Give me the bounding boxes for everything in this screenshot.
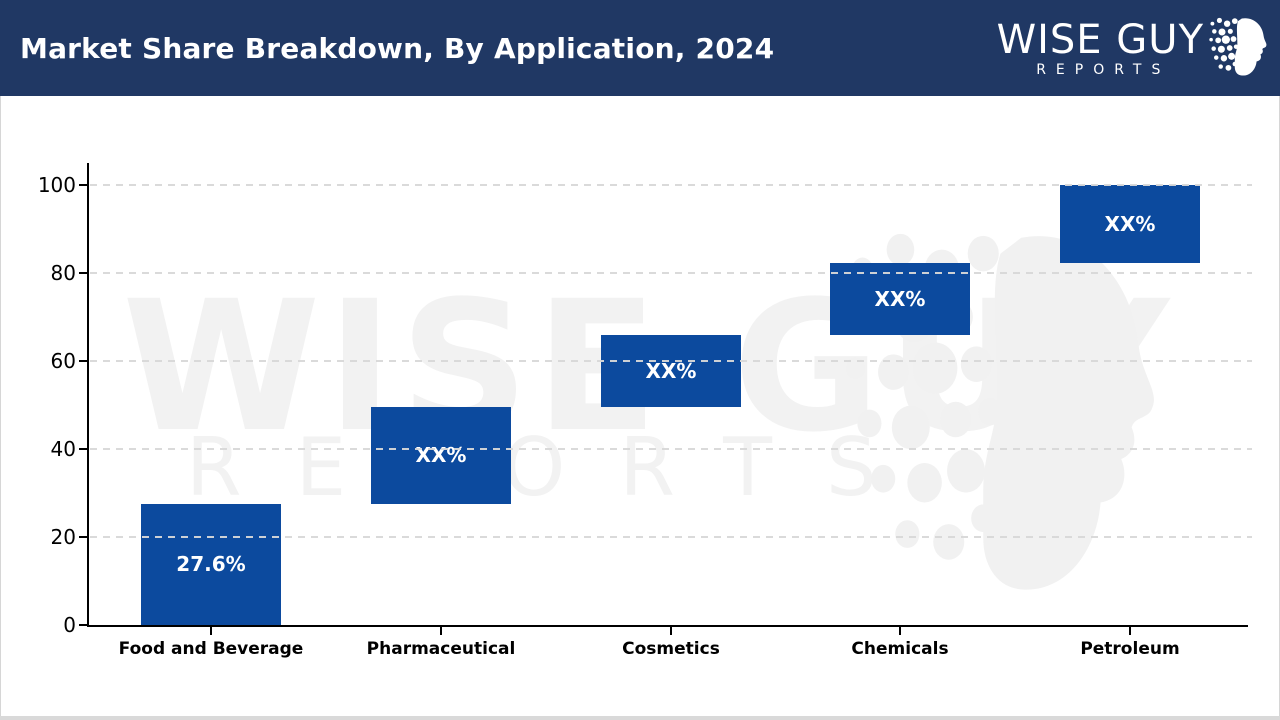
chart-title: Market Share Breakdown, By Application, … bbox=[20, 31, 775, 65]
y-tick-label-60: 60 bbox=[50, 349, 76, 373]
bar-value-label: XX% bbox=[415, 443, 467, 468]
x-axis-label-food-and-beverage: Food and Beverage bbox=[118, 639, 304, 659]
header: Market Share Breakdown, By Application, … bbox=[0, 0, 1280, 96]
y-tick-label-40: 40 bbox=[50, 437, 76, 461]
gridline-100 bbox=[90, 184, 1252, 186]
x-axis-line bbox=[87, 625, 1248, 627]
bar-value-label: XX% bbox=[645, 358, 697, 383]
gridline-20 bbox=[90, 536, 1252, 538]
bar-petroleum: XX% bbox=[1060, 185, 1200, 263]
watermark-brand-subtitle: REPORTS bbox=[186, 421, 931, 514]
x-tick-mark-cosmetics bbox=[670, 627, 672, 635]
x-tick-mark-pharmaceutical bbox=[440, 627, 442, 635]
y-tick-mark-100 bbox=[79, 184, 87, 186]
y-tick-label-100: 100 bbox=[37, 173, 76, 197]
bar-value-label: XX% bbox=[874, 286, 926, 311]
bar-value-label: 27.6% bbox=[176, 552, 246, 577]
brand-logo: WISE GUY REPORTS bbox=[997, 7, 1280, 89]
x-tick-mark-chemicals bbox=[899, 627, 901, 635]
x-axis-label-chemicals: Chemicals bbox=[851, 639, 949, 659]
y-tick-label-0: 0 bbox=[63, 613, 76, 637]
y-tick-mark-40 bbox=[79, 448, 87, 450]
x-axis-label-pharmaceutical: Pharmaceutical bbox=[366, 639, 516, 659]
brand-subtitle: REPORTS bbox=[1036, 61, 1171, 78]
y-tick-mark-60 bbox=[79, 360, 87, 362]
y-tick-label-80: 80 bbox=[50, 261, 76, 285]
x-tick-mark-food-and-beverage bbox=[210, 627, 212, 635]
x-axis-label-petroleum: Petroleum bbox=[1080, 639, 1180, 659]
bar-pharmaceutical: XX% bbox=[371, 407, 511, 504]
brand-logo-text: WISE GUY REPORTS bbox=[997, 20, 1204, 77]
x-axis-label-cosmetics: Cosmetics bbox=[622, 639, 720, 659]
gridline-60 bbox=[90, 360, 1252, 362]
x-tick-mark-petroleum bbox=[1129, 627, 1131, 635]
gridline-40 bbox=[90, 448, 1252, 450]
bar-cosmetics: XX% bbox=[601, 334, 741, 408]
y-tick-mark-20 bbox=[79, 536, 87, 538]
y-axis-line bbox=[87, 163, 89, 627]
y-tick-mark-0 bbox=[79, 624, 87, 626]
gridline-80 bbox=[90, 272, 1252, 274]
y-tick-label-20: 20 bbox=[50, 525, 76, 549]
head-profile-icon bbox=[1209, 17, 1267, 76]
bar-food-and-beverage: 27.6% bbox=[141, 503, 281, 625]
y-tick-mark-80 bbox=[79, 272, 87, 274]
bar-value-label: XX% bbox=[1104, 211, 1156, 236]
brand-name: WISE GUY bbox=[996, 16, 1204, 63]
